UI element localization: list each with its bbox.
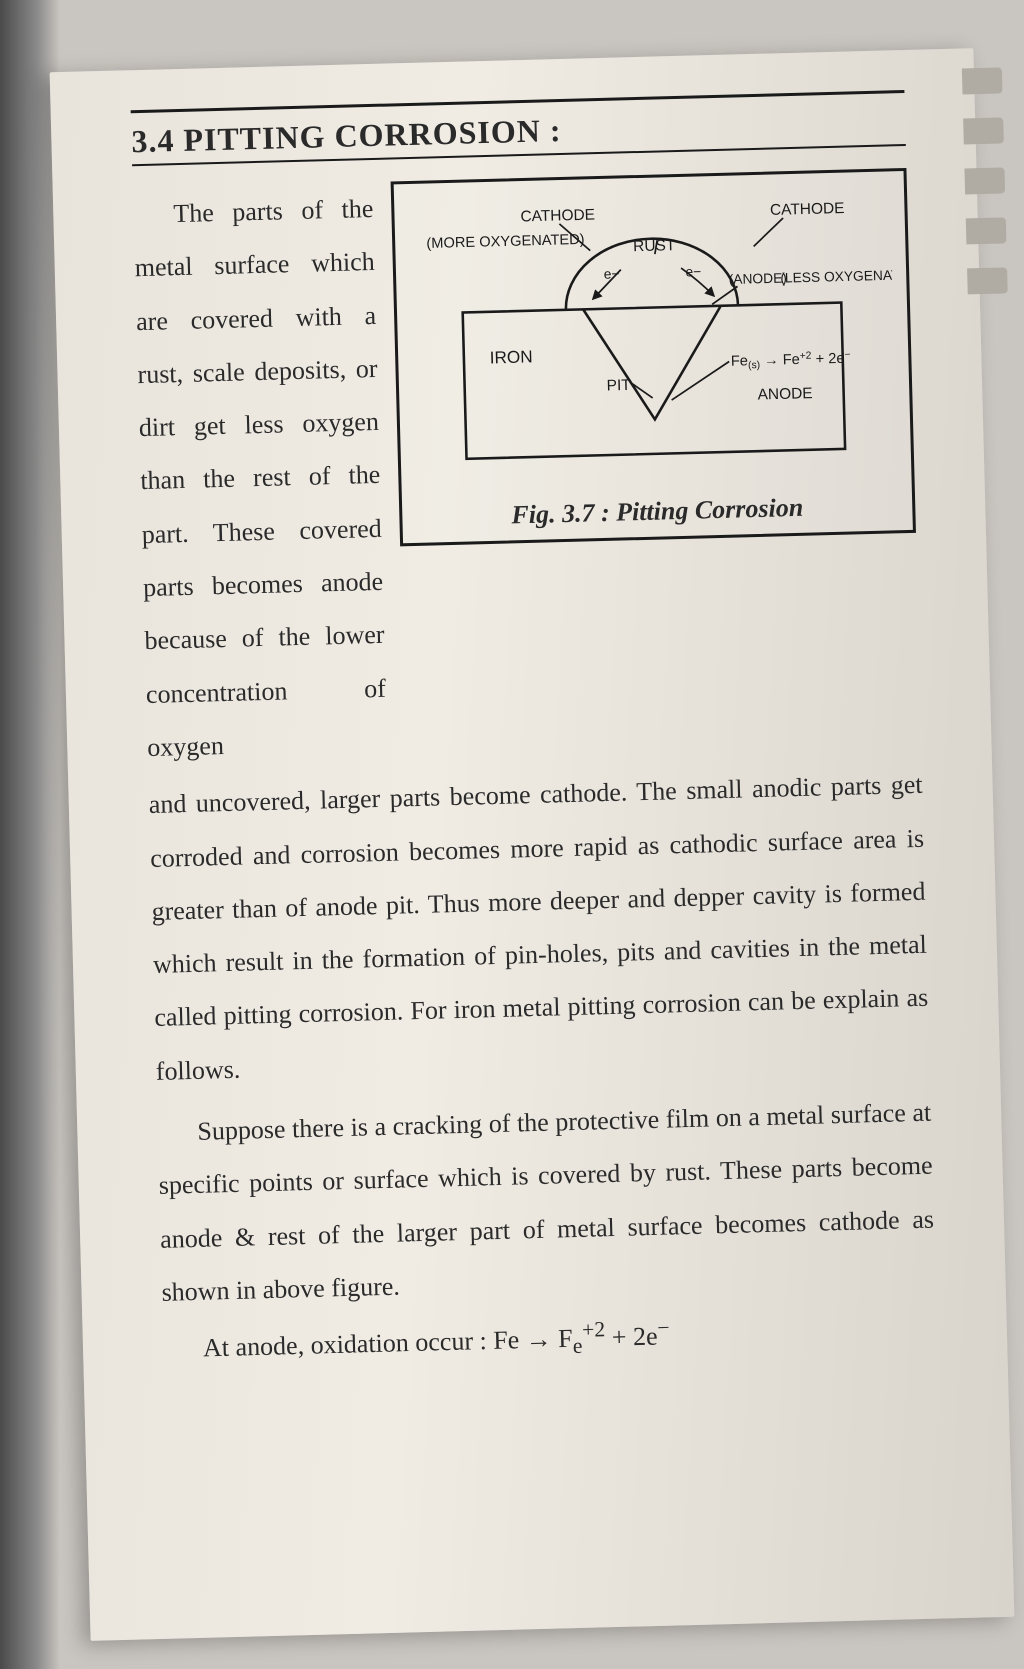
section-number: 3.4: [131, 122, 175, 159]
page-edge-tab: [963, 117, 1004, 144]
book-spine: [0, 0, 60, 1669]
leader-cathode-right: [753, 218, 784, 246]
label-pit: PIT: [606, 377, 631, 395]
page-edge-tab: [962, 67, 1003, 94]
para-left: The parts of the metal surface which are…: [133, 182, 388, 774]
section-title: PITTING CORROSION :: [183, 112, 562, 158]
label-anode-tag: (ANODE): [729, 271, 787, 288]
para-continue: and uncovered, larger parts become catho…: [148, 758, 930, 1098]
leader-anode: [712, 286, 738, 304]
label-cathode-right: CATHODE: [770, 200, 845, 219]
para-suppose: Suppose there is a cracking of the prote…: [157, 1086, 936, 1319]
wrapped-text-column: The parts of the metal surface which are…: [133, 182, 388, 774]
label-cathode-left: CATHODE: [520, 207, 595, 226]
label-reaction: Fe(s) → Fe+2 + 2e−: [731, 349, 851, 372]
label-less-oxy: (LESS OXYGENATED): [780, 267, 897, 286]
figure-box: CATHODE CATHODE (MORE OXYGENATED) IRON R…: [391, 168, 916, 546]
iron-block: [463, 303, 845, 459]
pitting-corrosion-diagram: CATHODE CATHODE (MORE OXYGENATED) IRON R…: [408, 189, 897, 494]
page-edge-tab: [966, 217, 1007, 244]
label-iron: IRON: [489, 346, 533, 367]
pit-triangle: [583, 306, 724, 421]
page-edge-tab: [964, 167, 1005, 194]
para-anode-equation: At anode, oxidation occur : Fe → Fe+2 + …: [163, 1309, 938, 1370]
content-row: The parts of the metal surface which are…: [133, 168, 922, 774]
label-anode-bottom: ANODE: [757, 385, 813, 403]
figure-caption: Fig. 3.7 : Pitting Corrosion: [416, 490, 899, 533]
textbook-page: 3.4 PITTING CORROSION : The parts of the…: [50, 48, 1015, 1641]
leader-reaction: [671, 362, 730, 401]
label-more-oxy: (MORE OXYGENATED): [426, 232, 585, 252]
page-edge-tab: [967, 267, 1008, 294]
